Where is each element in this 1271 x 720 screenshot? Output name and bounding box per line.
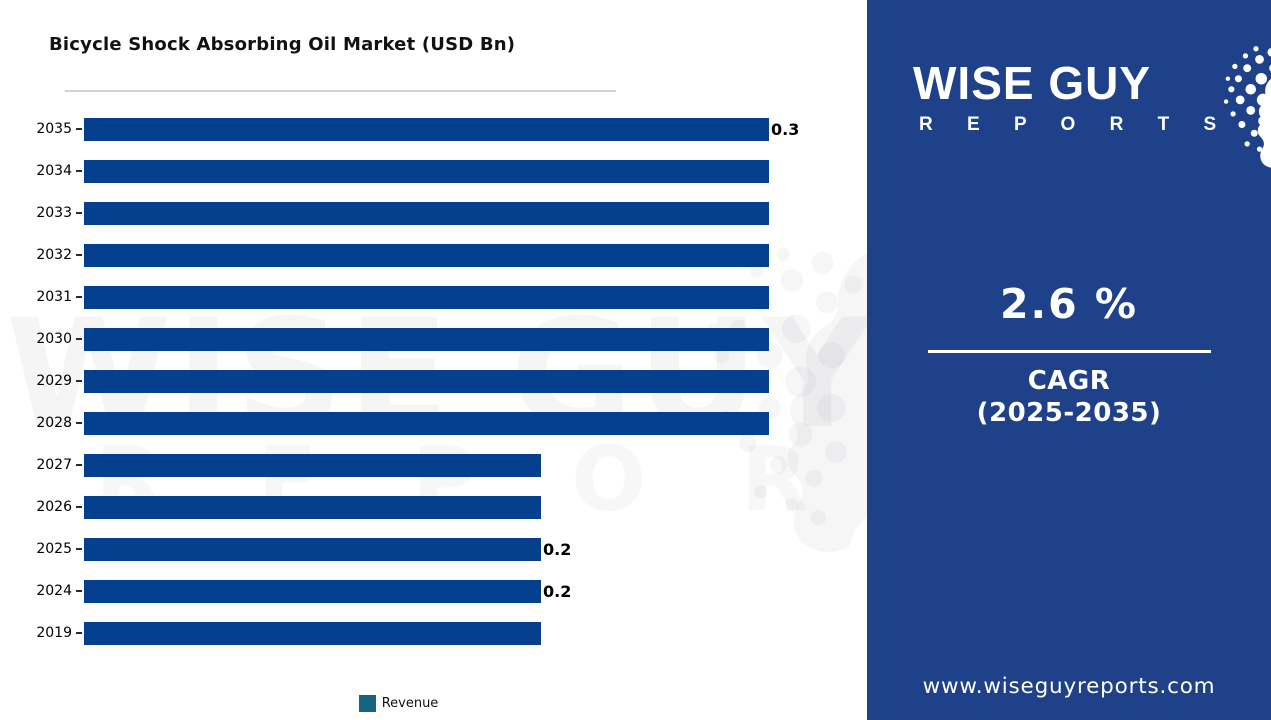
bar-row: 2035 0.3 <box>0 108 867 150</box>
cagr-divider <box>927 350 1211 353</box>
bar-row: 2034 <box>0 150 867 192</box>
axis-tick <box>76 254 82 256</box>
bar-value-label: 0.2 <box>543 581 572 601</box>
website-link[interactable]: www.wiseguyreports.com <box>922 674 1216 699</box>
year-label: 2033 <box>36 205 72 221</box>
year-label: 2030 <box>36 331 72 347</box>
year-label: 2019 <box>36 625 72 641</box>
year-label: 2034 <box>36 163 72 179</box>
bar-row: 2025 0.2 <box>0 528 867 570</box>
revenue-bar <box>84 453 541 477</box>
year-label: 2024 <box>36 583 72 599</box>
revenue-bar <box>84 327 769 351</box>
legend-label-revenue: Revenue <box>381 696 439 711</box>
revenue-bar <box>84 621 541 645</box>
year-label: 2035 <box>36 121 72 137</box>
axis-tick <box>76 128 82 130</box>
logo-head-icon <box>1217 40 1271 172</box>
axis-tick <box>76 422 82 424</box>
year-label: 2031 <box>36 289 72 305</box>
axis-tick <box>76 170 82 172</box>
revenue-bar <box>84 201 769 225</box>
bar-value-label: 0.3 <box>771 119 800 139</box>
cagr-value: 2.6 % <box>1000 280 1138 328</box>
title-divider <box>65 90 616 92</box>
chart-title: Bicycle Shock Absorbing Oil Market (USD … <box>49 34 516 55</box>
axis-tick <box>76 380 82 382</box>
revenue-bar <box>84 285 769 309</box>
axis-tick <box>76 632 82 634</box>
axis-tick <box>76 296 82 298</box>
axis-tick <box>76 548 82 550</box>
bar-row: 2024 0.2 <box>0 570 867 612</box>
revenue-bar <box>84 369 769 393</box>
cagr-label: CAGR <box>1027 366 1111 396</box>
axis-tick <box>76 212 82 214</box>
wise-guy-reports-logo: WISE GUY R E P O R T S <box>867 46 1271 172</box>
year-label: 2028 <box>36 415 72 431</box>
year-label: 2025 <box>36 541 72 557</box>
bar-row: 2026 <box>0 486 867 528</box>
revenue-bar <box>84 495 541 519</box>
chart-panel: WISE GUY R E P O R T S Bicycle Shock Abs… <box>0 34 867 712</box>
revenue-bar <box>84 159 769 183</box>
axis-tick <box>76 590 82 592</box>
revenue-bar <box>84 243 769 267</box>
year-label: 2026 <box>36 499 72 515</box>
bar-row: 2029 <box>0 360 867 402</box>
logo-subtitle: R E P O R T S <box>919 113 1231 135</box>
axis-tick <box>76 464 82 466</box>
legend-swatch-revenue <box>358 695 376 712</box>
cagr-block: 2.6 % CAGR (2025-2035) <box>867 280 1271 429</box>
bar-row: 2028 <box>0 402 867 444</box>
bar-row: 2033 <box>0 192 867 234</box>
bar-row: 2027 <box>0 444 867 486</box>
brand-panel: WISE GUY R E P O R T S <box>867 0 1271 720</box>
bar-row: 2031 <box>0 276 867 318</box>
axis-tick <box>76 338 82 340</box>
cagr-period: (2025-2035) <box>976 397 1162 428</box>
bar-value-label: 0.2 <box>543 539 572 559</box>
revenue-bar <box>84 537 541 561</box>
year-label: 2032 <box>36 247 72 263</box>
bar-row: 2030 <box>0 318 867 360</box>
year-label: 2029 <box>36 373 72 389</box>
revenue-bar <box>84 579 541 603</box>
bar-chart: 2035 0.3 2034 2033 2032 2031 2030 2029 2028 2027 2… <box>0 108 867 654</box>
axis-tick <box>76 506 82 508</box>
bar-row: 2032 <box>0 234 867 276</box>
chart-legend: Revenue <box>0 695 832 712</box>
bar-row: 2019 <box>0 612 867 654</box>
revenue-bar <box>84 117 769 141</box>
revenue-bar <box>84 411 769 435</box>
logo-wordmark: WISE GUY <box>913 57 1152 109</box>
year-label: 2027 <box>36 457 72 473</box>
